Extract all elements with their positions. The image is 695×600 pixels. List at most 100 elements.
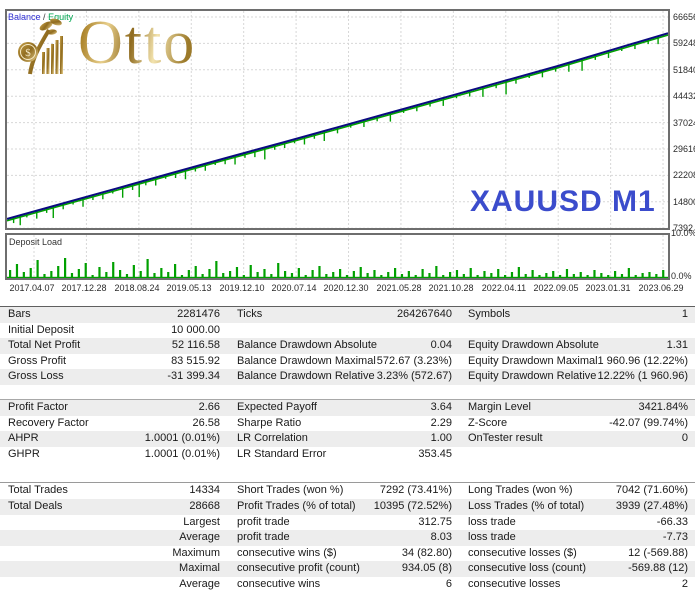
stat-value: 8.03 [430, 531, 452, 544]
table-row: Profit Factor 2.66 Expected Payoff 3.64 Marg… [0, 399, 695, 416]
deposit-load-panel[interactable] [5, 233, 670, 280]
equity-label: Equity [48, 12, 74, 22]
stats-block-performance: Profit Factor 2.66 Expected Payoff 3.64 Marg… [0, 398, 695, 463]
stats-block-trades: Total Trades 14334 Short Trades (won %) 729… [0, 482, 695, 593]
stat-label: Expected Payoff [237, 400, 317, 413]
stat-label: Margin Level [468, 400, 531, 413]
stat-label: LR Standard Error [237, 447, 327, 460]
stat-value: 934.05 (8) [401, 562, 452, 575]
stat-label: Sharpe Ratio [237, 416, 302, 429]
y-axis-label: 66656 [673, 12, 695, 22]
stat-value: -7.73 [662, 531, 688, 544]
stat-label: OnTester result [468, 432, 543, 445]
stat-value: 10 000.00 [171, 323, 220, 336]
stat-value: -569.88 (12) [628, 562, 688, 575]
x-axis-date: 2019.12.10 [219, 283, 265, 293]
y-axis-label: 7392 [673, 223, 694, 233]
stat-label: Balance Drawdown Relative [237, 370, 375, 383]
stat-label: Recovery Factor [8, 416, 89, 429]
stat-value: 26.58 [192, 416, 220, 429]
legend-separator: / [43, 12, 49, 22]
stat-label: Total Net Profit [8, 339, 81, 352]
y-axis-label: 14800 [673, 197, 695, 207]
stats-block-summary: Bars 2281476 Ticks 264267640 Symbols 1 Initia… [0, 306, 695, 385]
stat-value: 2.29 [430, 416, 452, 429]
x-axis-date: 2022.04.11 [481, 283, 527, 293]
stat-label: LR Correlation [237, 432, 308, 445]
x-axis-date: 2017.12.28 [61, 283, 107, 293]
y-axis-label: 37024 [673, 118, 695, 128]
otto-logo-icon: $ [18, 18, 63, 75]
stat-label: Initial Deposit [8, 323, 75, 336]
stat-value: 10395 (72.52%) [373, 499, 452, 512]
stat-label: Symbols [468, 308, 511, 320]
stat-label: Z-Score [468, 416, 508, 429]
otto-logo: $ Otto [16, 12, 196, 76]
stat-value: 0 [681, 432, 688, 445]
stat-label: loss trade [468, 515, 516, 528]
stat-value: 3939 (27.48%) [615, 499, 688, 512]
stat-label: Gross Profit [8, 354, 67, 367]
stat-label: profit trade [237, 515, 290, 528]
stat-label: loss trade [468, 531, 516, 544]
x-axis-date: 2022.09.05 [533, 283, 579, 293]
table-row: Recovery Factor 26.58 Sharpe Ratio 2.29 Z-Sc… [0, 415, 695, 432]
x-axis-date: 2020.12.30 [323, 283, 369, 293]
stat-label: Equity Drawdown Maximal [468, 354, 598, 367]
stat-value: 3.64 [430, 400, 452, 413]
table-row: Maximal consecutive profit (count) 934.05 … [0, 561, 695, 577]
balance-equity-chart[interactable] [5, 9, 670, 230]
stat-value: 1.31 [666, 339, 688, 352]
stat-value: 572.67 (3.23%) [376, 354, 452, 367]
stat-label: Profit Factor [8, 400, 68, 413]
table-row: Bars 2281476 Ticks 264267640 Symbols 1 [0, 307, 695, 323]
stat-label: consecutive loss (count) [468, 562, 586, 575]
y-axis-label: 22208 [673, 170, 695, 180]
table-row: GHPR 1.0001 (0.01%) LR Standard Error 353.4… [0, 446, 695, 463]
stat-label: consecutive wins ($) [237, 546, 337, 559]
stat-label: consecutive losses ($) [468, 546, 577, 559]
x-axis-date: 2023.06.29 [638, 283, 684, 293]
stat-value: 83 515.92 [171, 354, 220, 367]
stat-label: AHPR [8, 432, 39, 445]
balance-equity-canvas[interactable] [7, 11, 668, 228]
stat-label: Profit Trades (% of total) [237, 499, 356, 512]
table-row: Total Deals 28668 Profit Trades (% of tota… [0, 498, 695, 515]
balance-equity-legend: Balance / Equity [8, 12, 73, 22]
stat-value: 7292 (73.41%) [379, 484, 452, 497]
stat-value: 34 (82.80) [401, 546, 452, 559]
deposit-load-canvas[interactable] [7, 235, 668, 278]
table-row: Maximum consecutive wins ($) 34 (82.80) con… [0, 545, 695, 562]
stat-label: Long Trades (won %) [468, 484, 573, 497]
table-row: Average consecutive wins 6 consecutive loss… [0, 576, 695, 593]
stat-value: Maximal [179, 562, 220, 575]
stat-label: Gross Loss [8, 370, 64, 383]
y-axis-label: 44432 [673, 91, 695, 101]
stat-value: 264267640 [396, 308, 452, 320]
stat-value: -42.07 (99.74%) [609, 416, 688, 429]
stat-label: Equity Drawdown Absolute [468, 339, 599, 352]
stat-value: 2281476 [177, 308, 220, 320]
x-axis-date: 2020.07.14 [271, 283, 317, 293]
stat-value: 1.0001 (0.01%) [144, 447, 220, 460]
stat-label: profit trade [237, 531, 290, 544]
stat-value: 1.0001 (0.01%) [144, 432, 220, 445]
balance-label: Balance [8, 12, 41, 22]
table-row: Average profit trade 8.03 loss trade -7.73 [0, 530, 695, 546]
symbol-watermark: XAUUSD M1 [470, 185, 656, 218]
stat-value: -31 399.34 [167, 370, 220, 383]
stat-label: Equity Drawdown Relative [468, 370, 597, 383]
stat-value: 353.45 [418, 447, 452, 460]
stat-label: consecutive losses [468, 577, 561, 590]
stat-value: 3.23% (572.67) [376, 370, 452, 383]
stat-label: Total Deals [8, 499, 63, 512]
x-axis-date: 2017.04.07 [9, 283, 55, 293]
table-row: Total Trades 14334 Short Trades (won %) 729… [0, 483, 695, 499]
deposit-min-label: 0.0% [671, 271, 692, 281]
stat-label: Loss Trades (% of total) [468, 499, 585, 512]
deposit-max-label: 10.0% [671, 228, 695, 238]
stat-value: 312.75 [418, 515, 452, 528]
stat-label: Ticks [237, 308, 263, 320]
table-row: Largest profit trade 312.75 loss trade -66.3… [0, 514, 695, 531]
